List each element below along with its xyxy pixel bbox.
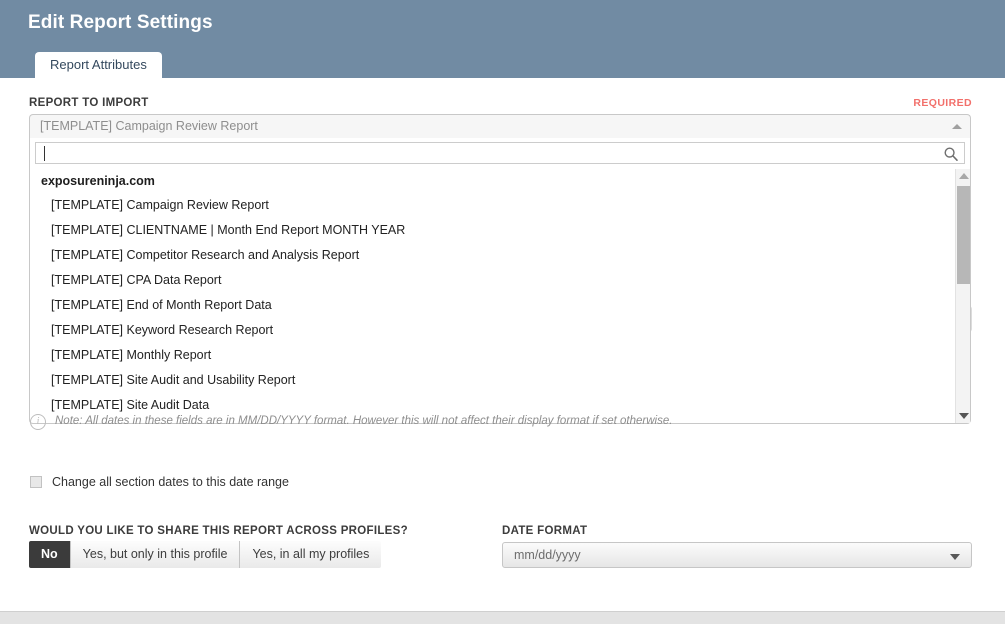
date-format-value: mm/dd/yyyy: [514, 548, 581, 562]
note-text: Note: All dates in these fields are in M…: [55, 415, 673, 427]
list-item[interactable]: [TEMPLATE] Competitor Research and Analy…: [51, 248, 360, 262]
report-to-import-combobox[interactable]: [TEMPLATE] Campaign Review Report e: [29, 114, 971, 424]
share-option-this-profile[interactable]: Yes, but only in this profile: [70, 541, 241, 568]
tab-report-attributes[interactable]: Report Attributes: [35, 52, 162, 79]
change-section-dates-checkbox[interactable]: [30, 476, 42, 488]
list-item[interactable]: [TEMPLATE] Site Audit Data: [51, 398, 210, 412]
scroll-up-arrow-icon[interactable]: [959, 173, 969, 179]
list-item[interactable]: [TEMPLATE] End of Month Report Data: [51, 298, 272, 312]
report-to-import-label: REPORT TO IMPORT: [29, 97, 149, 109]
chevron-up-icon[interactable]: [952, 124, 962, 129]
share-option-buttons: No Yes, but only in this profile Yes, in…: [29, 541, 382, 568]
required-badge: REQUIRED: [913, 97, 972, 109]
change-section-dates-label: Change all section dates to this date ra…: [52, 475, 289, 489]
list-item[interactable]: [TEMPLATE] Monthly Report: [51, 348, 212, 362]
list-item[interactable]: [TEMPLATE] Campaign Review Report: [51, 198, 269, 212]
scroll-down-arrow-icon[interactable]: [959, 413, 969, 419]
list-item[interactable]: [TEMPLATE] CPA Data Report: [51, 273, 222, 287]
share-option-all-profiles[interactable]: Yes, in all my profiles: [240, 541, 382, 568]
share-across-profiles-label: WOULD YOU LIKE TO SHARE THIS REPORT ACRO…: [29, 525, 408, 537]
combobox-display[interactable]: [TEMPLATE] Campaign Review Report: [29, 114, 971, 138]
share-across-profiles-group: WOULD YOU LIKE TO SHARE THIS REPORT ACRO…: [29, 525, 408, 568]
list-item[interactable]: [TEMPLATE] CLIENTNAME | Month End Report…: [51, 223, 406, 237]
tab-bar: Report Attributes: [35, 52, 162, 79]
date-format-select[interactable]: mm/dd/yyyy: [502, 542, 972, 568]
scrollbar-thumb[interactable]: [957, 186, 970, 284]
option-group-header: exposureninja.com: [41, 174, 155, 188]
date-format-label: DATE FORMAT: [502, 525, 588, 537]
footer-divider: [0, 611, 1005, 612]
search-icon: [943, 146, 959, 162]
list-item[interactable]: [TEMPLATE] Keyword Research Report: [51, 323, 274, 337]
search-input-wrapper[interactable]: [35, 142, 965, 164]
combobox-search-row: [29, 138, 971, 168]
text-cursor: [44, 146, 45, 161]
form-body: REPORT TO IMPORT REQUIRED [TEMPLATE] Cam…: [0, 78, 1005, 612]
option-list-scrollbar[interactable]: [955, 169, 970, 423]
date-format-note: i Note: All dates in these fields are in…: [29, 411, 971, 435]
info-icon: i: [30, 414, 46, 430]
date-format-group: DATE FORMAT mm/dd/yyyy: [502, 525, 972, 568]
share-option-no[interactable]: No: [29, 541, 71, 568]
combobox-option-list[interactable]: exposureninja.com [TEMPLATE] Campaign Re…: [29, 168, 971, 424]
combobox-selected-value: [TEMPLATE] Campaign Review Report: [40, 119, 258, 133]
page-header: Edit Report Settings Report Attributes: [0, 0, 1005, 79]
footer-bar: [0, 612, 1005, 624]
list-item[interactable]: [TEMPLATE] Site Audit and Usability Repo…: [51, 373, 296, 387]
page-title: Edit Report Settings: [28, 12, 213, 33]
chevron-down-icon[interactable]: [950, 554, 960, 560]
